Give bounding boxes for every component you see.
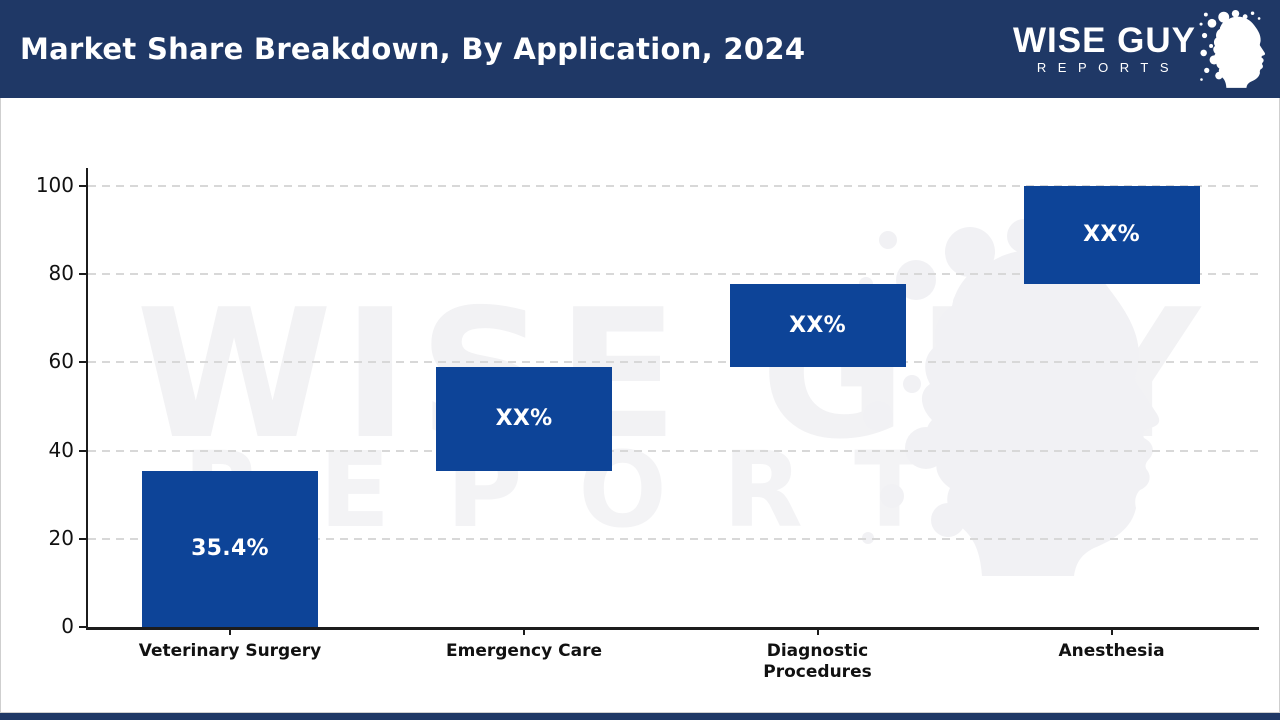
y-axis-tick	[79, 185, 87, 187]
y-axis-line	[86, 168, 88, 630]
x-axis-label: Veterinary Surgery	[138, 641, 322, 661]
gridline	[88, 361, 1258, 364]
gridline	[88, 273, 1258, 276]
wiseguy-face-icon	[1198, 7, 1270, 91]
bar-veterinary-surgery: 35.4%	[142, 470, 318, 627]
y-tick-label: 20	[48, 525, 74, 550]
y-tick-label: 100	[35, 173, 74, 197]
x-axis-tick	[1110, 627, 1113, 635]
y-axis-tick	[79, 449, 87, 452]
bar-value-label: XX%	[789, 312, 846, 338]
gridline	[88, 185, 1258, 187]
y-axis-tick	[79, 626, 87, 628]
y-tick-label: 60	[48, 349, 74, 374]
gridline	[88, 449, 1258, 452]
x-axis-tick	[816, 627, 819, 635]
y-tick-label: 0	[61, 614, 74, 638]
x-axis-line	[86, 627, 1259, 630]
chart-canvas: WISE GUY REPORTS 0 20 40 60 80 100 35.4% Veteri…	[0, 98, 1280, 713]
x-axis-tick	[229, 627, 231, 635]
bar-emergency-care: XX%	[436, 366, 612, 471]
y-axis-tick	[79, 273, 87, 276]
brand-subname: REPORTS	[1036, 60, 1181, 76]
plot-area: 0 20 40 60 80 100 35.4% Veterinary Surgery XX% Em…	[0, 98, 1280, 713]
y-tick-label: 80	[48, 261, 74, 286]
bar-diagnostic-procedures: XX%	[729, 283, 906, 367]
x-axis-tick	[523, 627, 525, 635]
bar-value-label: XX%	[1083, 222, 1140, 248]
brand-logo-text: WISE GUY REPORTS	[1012, 20, 1196, 76]
bar-value-label: 35.4%	[191, 536, 269, 562]
header-bar: Market Share Breakdown, By Application, …	[0, 0, 1280, 98]
gridline	[88, 537, 1258, 540]
footer-bar	[0, 713, 1280, 720]
bar-anesthesia: XX%	[1023, 186, 1200, 284]
frame-border-left	[0, 98, 1, 713]
bar-value-label: XX%	[495, 406, 553, 432]
y-axis-tick	[79, 361, 87, 364]
x-axis-label: Emergency Care	[446, 641, 602, 661]
x-axis-label: Diagnostic Procedures	[763, 641, 872, 682]
y-axis-tick	[79, 537, 87, 540]
brand-logo: WISE GUY REPORTS	[1013, 4, 1270, 94]
x-axis-label: Anesthesia	[1058, 641, 1165, 661]
brand-name: WISE GUY	[1012, 20, 1196, 60]
page-title: Market Share Breakdown, By Application, …	[20, 32, 806, 66]
y-tick-label: 40	[48, 437, 74, 462]
frame-border-bottom	[0, 712, 1280, 713]
